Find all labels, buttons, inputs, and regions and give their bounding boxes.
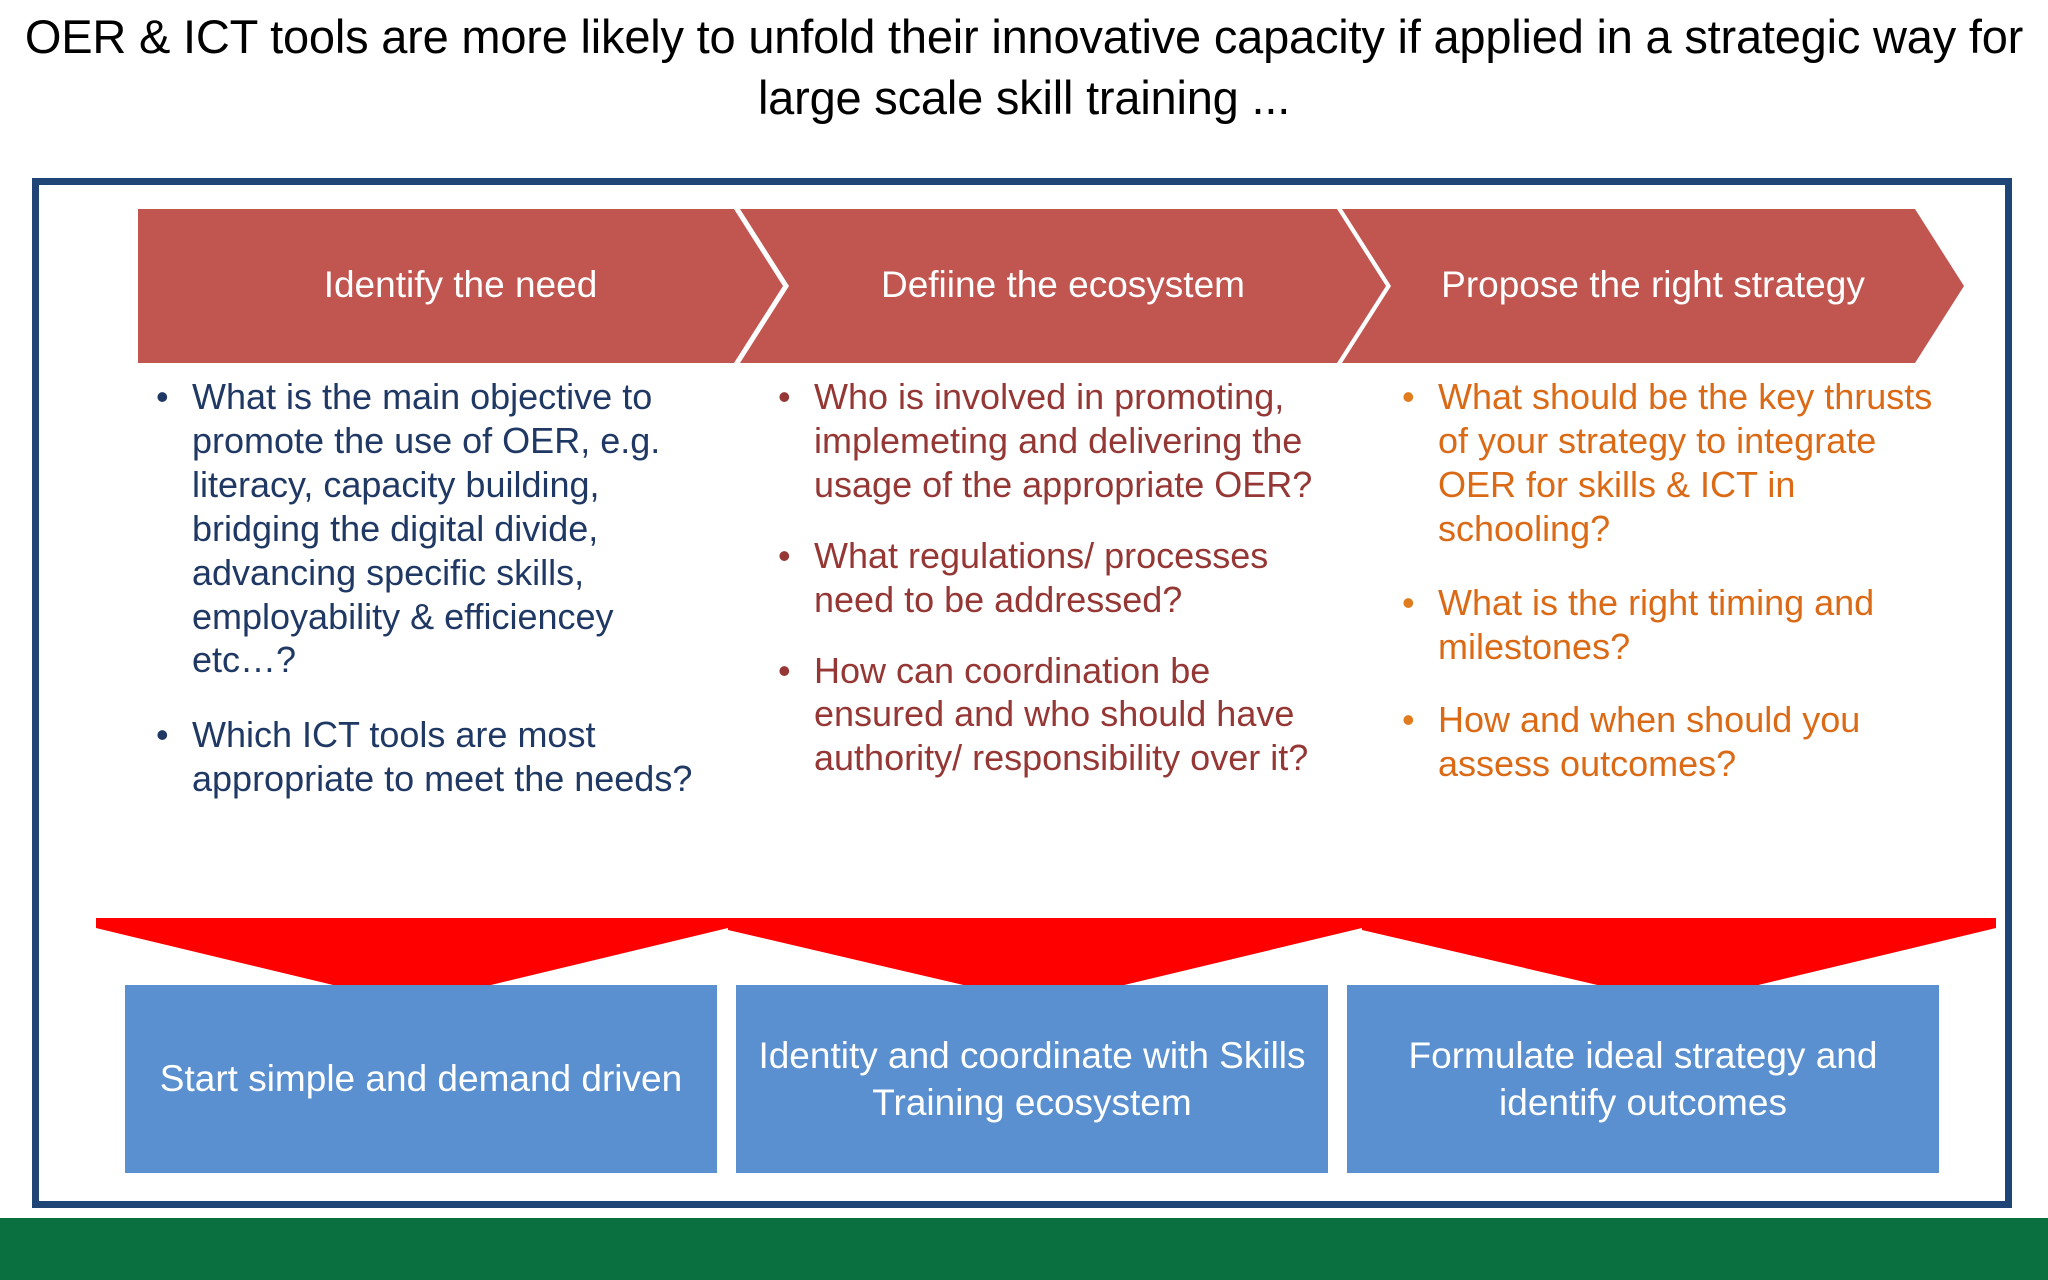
bullet-icon: • [778,534,791,576]
bullet-text: How and when should you assess outcomes? [1438,699,1861,785]
footer-green-band [0,1218,2048,1280]
bullet-list-3: • What should be the key thrusts of your… [1386,375,1942,786]
outcome-box-3-label: Formulate ideal strategy and identify ou… [1408,1034,1878,1123]
column-propose-the-right-strategy: • What should be the key thrusts of your… [1358,375,1968,915]
bullet-icon: • [1402,699,1415,741]
page-title: OER & ICT tools are more likely to unfol… [24,10,2024,125]
outcome-box-3[interactable]: Formulate ideal strategy and identify ou… [1347,985,1939,1173]
chevron-step-2[interactable]: Defiine the ecosystem [740,209,1386,363]
bullet-icon: • [778,376,791,417]
zigzag-down-arrow-icon [96,918,1996,1004]
bullet-text: Who is involved in promoting, implemetin… [814,376,1313,505]
list-item: • Which ICT tools are most appropriate t… [140,713,722,801]
list-item: • What is the right timing and milestone… [1386,581,1942,669]
bullet-icon: • [156,714,169,756]
bullet-icon: • [1402,581,1415,623]
outcome-box-2-label: Identity and coordinate with Skills Trai… [758,1034,1306,1123]
bullet-icon: • [1402,376,1415,417]
bullet-text: How can coordination be ensured and who … [814,649,1309,779]
question-columns: • What is the main objective to promote … [138,375,1968,915]
column-define-the-ecosystem: • Who is involved in promoting, implemet… [748,375,1358,915]
outcome-box-row: Start simple and demand driven Identity … [125,985,1975,1173]
list-item: • How and when should you assess outcome… [1386,698,1942,786]
bullet-list-2: • Who is involved in promoting, implemet… [762,375,1332,780]
chevron-step-2-label: Defiine the ecosystem [880,264,1245,305]
column-identify-the-need: • What is the main objective to promote … [138,375,748,915]
bullet-text: What is the right timing and milestones? [1438,581,1875,667]
bullet-icon: • [778,649,791,691]
outcome-box-1[interactable]: Start simple and demand driven [125,985,717,1173]
bullet-text: What should be the key thrusts of your s… [1438,376,1933,549]
bullet-text: Which ICT tools are most appropriate to … [192,714,693,800]
bullet-text: What is the main objective to promote th… [192,376,661,681]
bullet-icon: • [156,376,169,417]
chevron-step-3[interactable]: Propose the right strategy [1342,209,1964,363]
bullet-list-1: • What is the main objective to promote … [140,375,722,801]
list-item: • What is the main objective to promote … [140,375,722,682]
chevron-step-1-label: Identify the need [323,264,598,305]
list-item: • Who is involved in promoting, implemet… [762,375,1332,507]
outcome-box-1-label: Start simple and demand driven [159,1058,683,1100]
process-chevron-band: Identify the need Defiine the ecosystem … [138,209,1964,363]
chevron-step-1[interactable]: Identify the need [138,209,783,363]
outcome-box-2[interactable]: Identity and coordinate with Skills Trai… [736,985,1328,1173]
zigzag-arrow-svg [96,918,1996,1004]
list-item: • What regulations/ processes need to be… [762,534,1332,622]
list-item: • What should be the key thrusts of your… [1386,375,1942,551]
zigzag-arrow-shape [96,918,1996,1004]
list-item: • How can coordination be ensured and wh… [762,649,1332,781]
bullet-text: What regulations/ processes need to be a… [814,534,1269,620]
chevron-step-3-label: Propose the right strategy [1441,264,1865,305]
